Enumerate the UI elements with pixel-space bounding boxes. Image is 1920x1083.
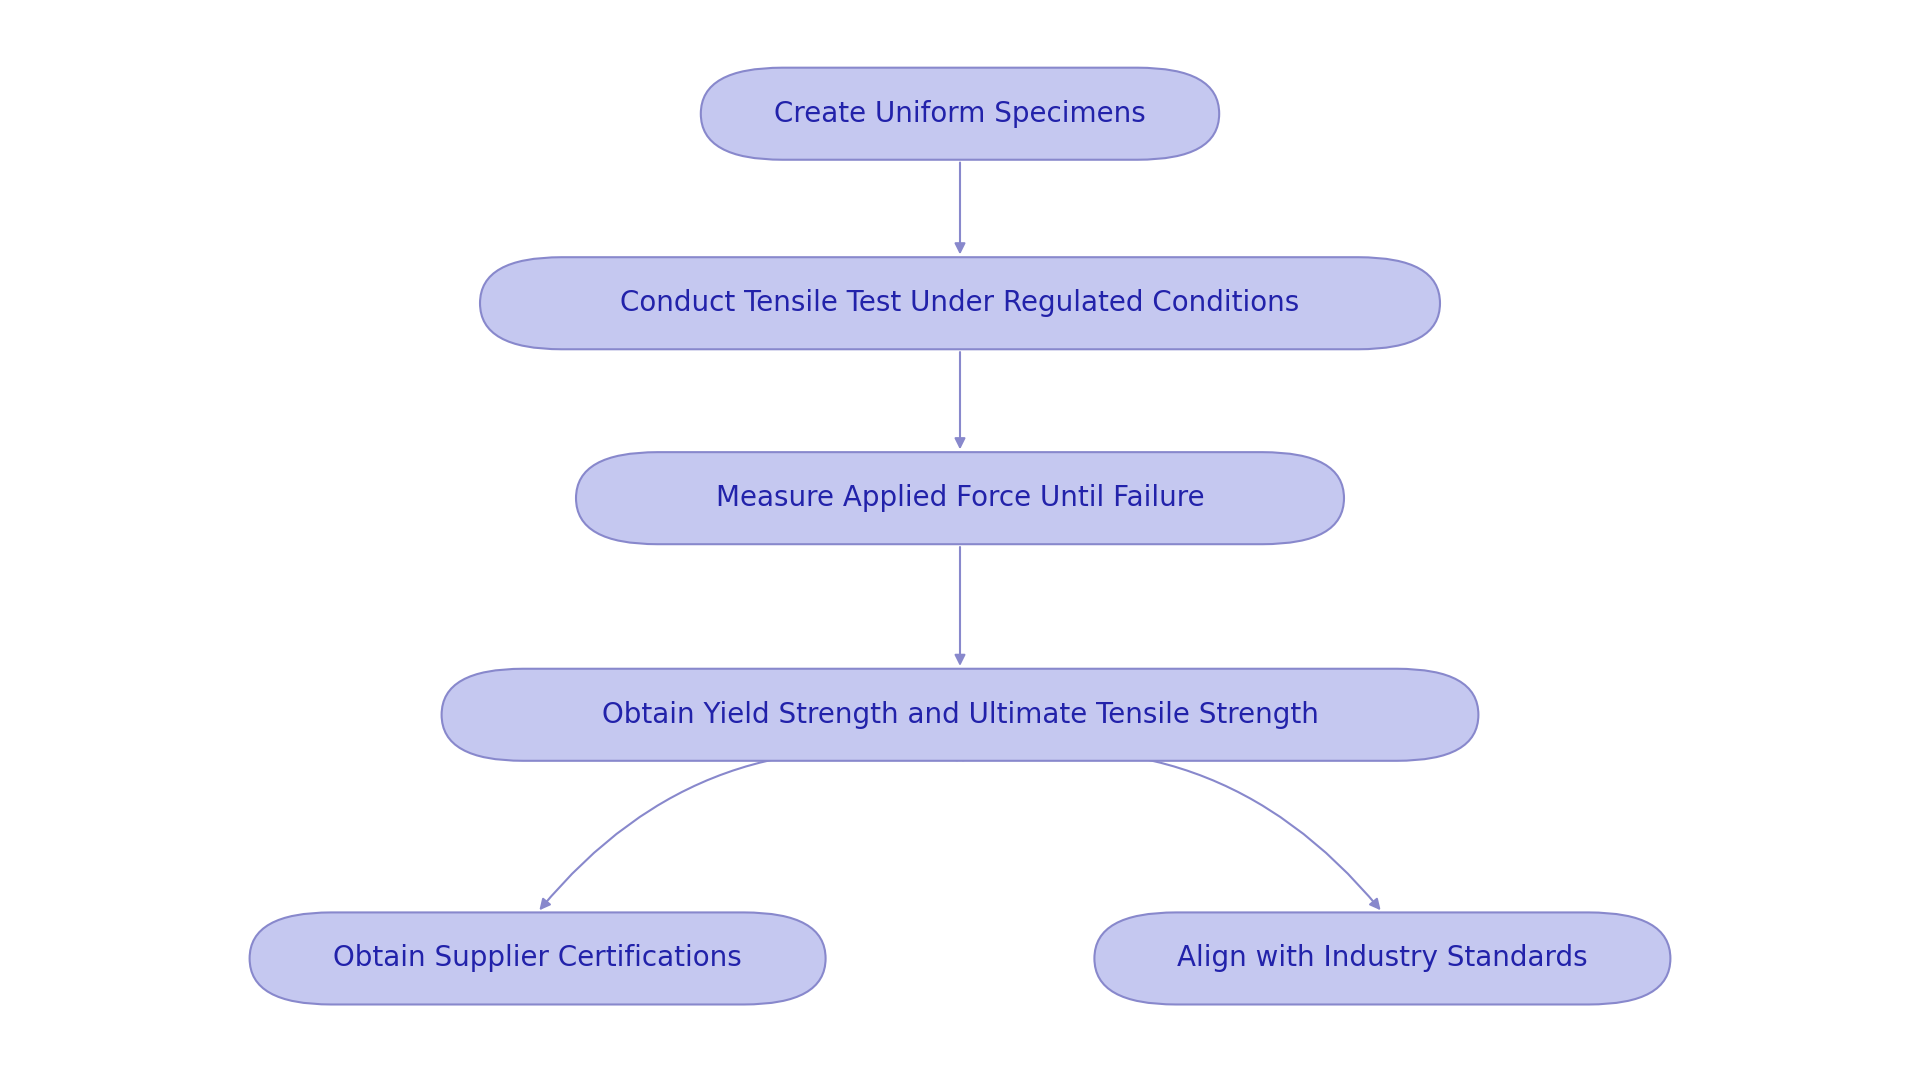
FancyBboxPatch shape: [576, 453, 1344, 544]
FancyBboxPatch shape: [1094, 912, 1670, 1005]
Text: Align with Industry Standards: Align with Industry Standards: [1177, 944, 1588, 973]
Text: Obtain Yield Strength and Ultimate Tensile Strength: Obtain Yield Strength and Ultimate Tensi…: [601, 701, 1319, 729]
FancyBboxPatch shape: [250, 912, 826, 1005]
Text: Measure Applied Force Until Failure: Measure Applied Force Until Failure: [716, 484, 1204, 512]
Text: Obtain Supplier Certifications: Obtain Supplier Certifications: [334, 944, 741, 973]
Text: Create Uniform Specimens: Create Uniform Specimens: [774, 100, 1146, 128]
FancyBboxPatch shape: [701, 67, 1219, 159]
FancyBboxPatch shape: [442, 668, 1478, 760]
FancyBboxPatch shape: [480, 258, 1440, 349]
Text: Conduct Tensile Test Under Regulated Conditions: Conduct Tensile Test Under Regulated Con…: [620, 289, 1300, 317]
